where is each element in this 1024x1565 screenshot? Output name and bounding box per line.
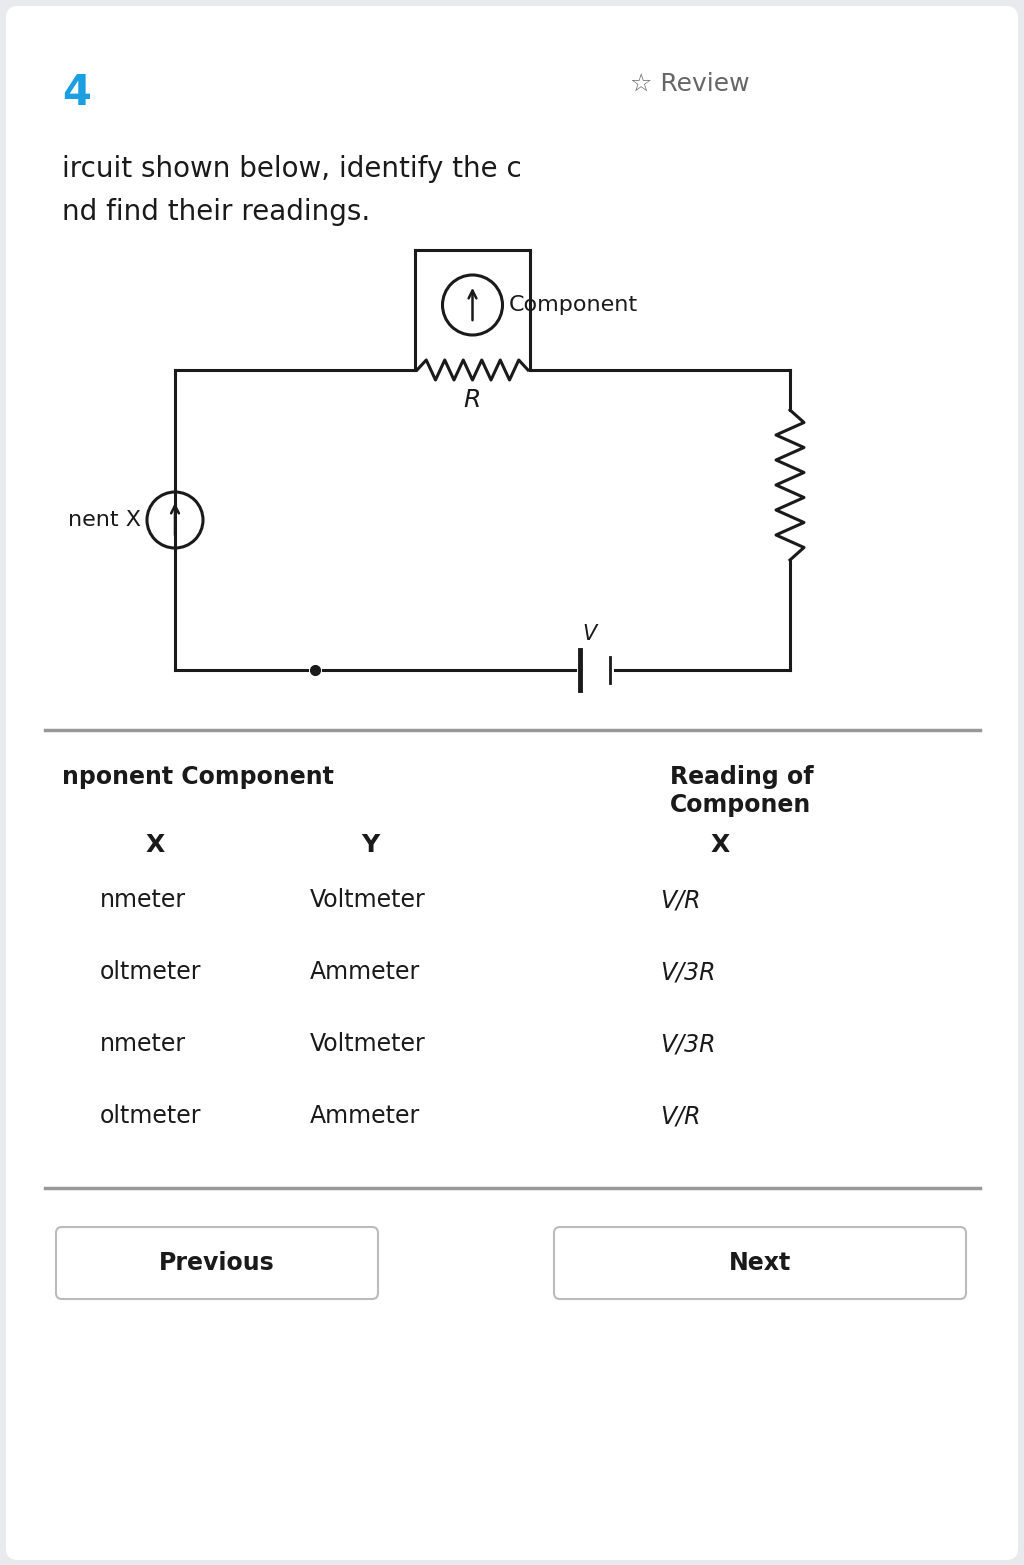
FancyBboxPatch shape <box>6 6 1018 1560</box>
Text: V/R: V/R <box>660 1103 700 1128</box>
Text: Next: Next <box>729 1250 792 1275</box>
Text: ircuit shown below, identify the c: ircuit shown below, identify the c <box>62 155 522 183</box>
Text: R: R <box>464 388 481 412</box>
Text: Voltmeter: Voltmeter <box>310 887 426 912</box>
Text: V/3R: V/3R <box>660 1031 716 1056</box>
Text: 4: 4 <box>62 72 91 114</box>
Text: nent X: nent X <box>68 510 141 531</box>
FancyBboxPatch shape <box>56 1227 378 1299</box>
Text: nmeter: nmeter <box>100 1031 186 1056</box>
Text: Ammeter: Ammeter <box>310 959 420 984</box>
Text: X: X <box>145 833 165 858</box>
Text: V: V <box>583 624 597 645</box>
Text: Component: Component <box>509 294 638 315</box>
Text: oltmeter: oltmeter <box>100 1103 202 1128</box>
Text: X: X <box>711 833 730 858</box>
Text: V/3R: V/3R <box>660 959 716 984</box>
Text: Componen: Componen <box>670 793 811 817</box>
Text: oltmeter: oltmeter <box>100 959 202 984</box>
Text: Ammeter: Ammeter <box>310 1103 420 1128</box>
Text: nmeter: nmeter <box>100 887 186 912</box>
Text: V/R: V/R <box>660 887 700 912</box>
Text: Previous: Previous <box>159 1250 274 1275</box>
Text: nd find their readings.: nd find their readings. <box>62 199 371 225</box>
Text: ☆ Review: ☆ Review <box>630 72 750 95</box>
FancyBboxPatch shape <box>554 1227 966 1299</box>
Text: Voltmeter: Voltmeter <box>310 1031 426 1056</box>
Text: nponent Component: nponent Component <box>62 765 334 789</box>
Text: Y: Y <box>360 833 379 858</box>
Text: Reading of: Reading of <box>670 765 814 789</box>
